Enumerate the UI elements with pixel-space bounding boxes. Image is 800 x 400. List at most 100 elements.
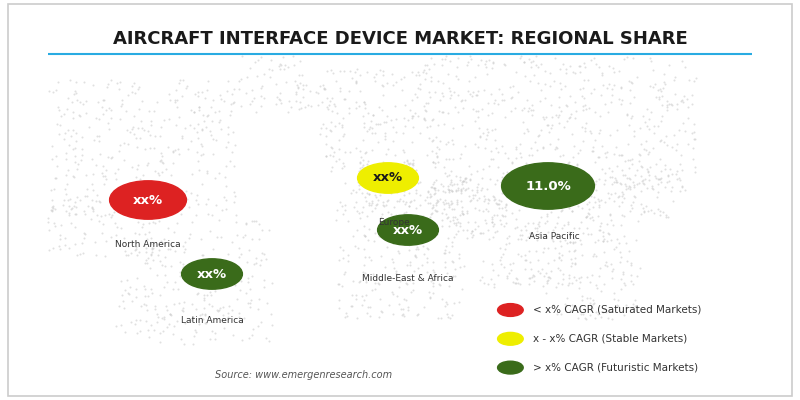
Point bbox=[354, 160, 366, 167]
Point bbox=[430, 196, 443, 203]
Point bbox=[438, 302, 451, 309]
Point bbox=[626, 205, 638, 211]
Text: Asia Pacific: Asia Pacific bbox=[529, 232, 580, 241]
Point bbox=[168, 99, 181, 105]
Point bbox=[358, 222, 370, 229]
Point bbox=[177, 264, 190, 270]
Point bbox=[645, 207, 658, 213]
Point bbox=[381, 113, 394, 120]
Point bbox=[206, 212, 218, 218]
Point bbox=[629, 303, 642, 310]
Point bbox=[123, 291, 136, 298]
Point bbox=[659, 184, 672, 190]
Point bbox=[580, 174, 593, 180]
Point bbox=[62, 142, 75, 148]
Point bbox=[435, 210, 448, 216]
Point bbox=[423, 213, 436, 220]
Point bbox=[393, 162, 406, 169]
Point bbox=[216, 311, 229, 318]
Point bbox=[503, 175, 516, 181]
Point bbox=[278, 66, 290, 72]
Point bbox=[178, 340, 190, 347]
Point bbox=[581, 213, 594, 220]
Point bbox=[198, 294, 210, 301]
Point bbox=[153, 292, 166, 298]
Point bbox=[534, 87, 547, 94]
Point bbox=[314, 124, 327, 131]
Point bbox=[317, 121, 330, 127]
Point bbox=[526, 271, 539, 278]
Point bbox=[581, 231, 594, 238]
Point bbox=[372, 197, 385, 203]
Point bbox=[466, 234, 478, 240]
Point bbox=[534, 214, 547, 220]
Point bbox=[335, 202, 348, 209]
Point bbox=[526, 200, 539, 207]
Point bbox=[469, 219, 482, 226]
Point bbox=[549, 245, 562, 251]
Point bbox=[566, 131, 578, 137]
Point bbox=[628, 94, 641, 100]
Point bbox=[367, 186, 380, 193]
Point bbox=[498, 60, 510, 67]
Point bbox=[520, 192, 533, 199]
Point bbox=[494, 220, 507, 227]
Point bbox=[376, 175, 389, 181]
Point bbox=[628, 133, 641, 140]
Point bbox=[640, 147, 653, 153]
Point bbox=[605, 237, 618, 243]
Point bbox=[425, 211, 438, 217]
Point bbox=[577, 137, 590, 144]
Point bbox=[188, 109, 201, 115]
Point bbox=[454, 220, 466, 226]
Point bbox=[163, 97, 176, 104]
Point bbox=[361, 110, 374, 116]
Point bbox=[209, 284, 222, 291]
Point bbox=[576, 204, 589, 211]
Point bbox=[61, 181, 74, 187]
Point bbox=[81, 193, 94, 200]
Point bbox=[456, 204, 469, 210]
Point bbox=[361, 128, 374, 134]
Point bbox=[605, 268, 618, 274]
Point bbox=[135, 303, 148, 309]
Point bbox=[125, 193, 138, 199]
Point bbox=[180, 85, 193, 91]
Point bbox=[538, 245, 550, 251]
Point bbox=[566, 240, 579, 246]
Point bbox=[265, 311, 278, 317]
Point bbox=[555, 281, 568, 287]
Point bbox=[572, 314, 585, 321]
Point bbox=[394, 186, 407, 192]
Point bbox=[386, 291, 399, 297]
Point bbox=[636, 164, 649, 170]
Point bbox=[446, 136, 458, 143]
Point bbox=[213, 269, 226, 276]
Point bbox=[133, 106, 146, 112]
Point bbox=[319, 141, 332, 147]
Point bbox=[616, 152, 629, 158]
Point bbox=[512, 280, 525, 287]
Point bbox=[662, 173, 674, 179]
Point bbox=[69, 211, 82, 218]
Point bbox=[364, 175, 377, 181]
Point bbox=[339, 314, 352, 320]
Point bbox=[74, 99, 86, 105]
Point bbox=[471, 197, 484, 204]
Point bbox=[226, 238, 238, 245]
Point bbox=[213, 307, 226, 313]
Point bbox=[427, 159, 440, 165]
Point bbox=[183, 122, 196, 128]
Point bbox=[507, 260, 520, 266]
Point bbox=[142, 160, 154, 166]
Point bbox=[456, 208, 469, 214]
Point bbox=[442, 183, 455, 189]
Point bbox=[130, 330, 143, 336]
Point bbox=[214, 277, 226, 284]
Point bbox=[519, 257, 532, 264]
Point bbox=[402, 242, 415, 248]
Point bbox=[113, 189, 126, 196]
Point bbox=[445, 176, 458, 183]
Point bbox=[428, 185, 441, 192]
Point bbox=[145, 322, 158, 328]
